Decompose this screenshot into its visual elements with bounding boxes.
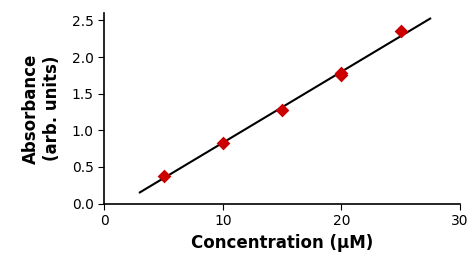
- Point: [160, 174, 167, 178]
- Point: [337, 73, 345, 78]
- Point: [219, 141, 227, 145]
- Y-axis label: Absorbance
(arb. units): Absorbance (arb. units): [22, 53, 61, 163]
- Point: [278, 108, 286, 112]
- Point: [337, 71, 345, 75]
- Point: [397, 29, 404, 33]
- X-axis label: Concentration (μM): Concentration (μM): [191, 234, 373, 252]
